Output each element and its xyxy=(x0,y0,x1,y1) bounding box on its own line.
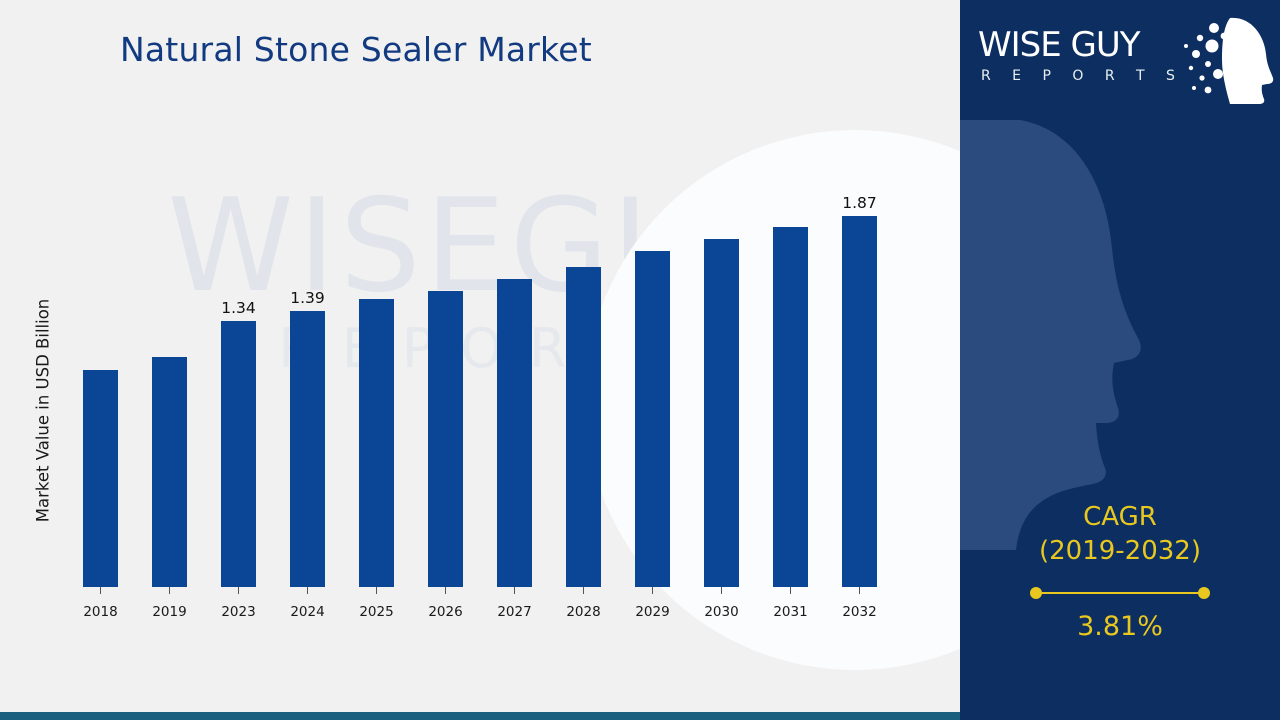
bar-group: 2029 xyxy=(618,150,687,620)
x-tick-label-2030: 2030 xyxy=(704,604,739,620)
page-title: Natural Stone Sealer Market xyxy=(120,30,592,69)
bar-group: 1.34 2023 xyxy=(204,150,273,620)
y-axis-label-text: Market Value in USD Billion xyxy=(33,298,53,522)
bar-2031 xyxy=(773,227,808,587)
logo-subtitle: R E P O R T S xyxy=(981,68,1184,84)
bar-2027 xyxy=(497,279,532,587)
x-tick-label-2018: 2018 xyxy=(83,604,118,620)
x-tick-label-2029: 2029 xyxy=(635,604,670,620)
bar-group: 1.39 2024 xyxy=(273,150,342,620)
bar-2029 xyxy=(635,251,670,587)
x-tick-label-2025: 2025 xyxy=(359,604,394,620)
bar-2019 xyxy=(152,357,187,587)
bar-2023 xyxy=(221,321,256,587)
x-tick-label-2027: 2027 xyxy=(497,604,532,620)
bar-2024 xyxy=(290,311,325,587)
bar-2025 xyxy=(359,299,394,587)
bar-group: 2026 xyxy=(411,150,480,620)
cagr-period: (2019-2032) xyxy=(1038,536,1201,567)
side-panel: WISE GUY R E P O R T S CAGR (2019-2032) … xyxy=(960,0,1280,720)
bar-value-label-2023: 1.34 xyxy=(221,299,256,317)
x-tick xyxy=(790,587,791,594)
divider-line xyxy=(1035,591,1205,594)
bar-group: 2025 xyxy=(342,150,411,620)
corner-wedge xyxy=(960,668,1030,720)
x-tick xyxy=(652,587,653,594)
x-tick xyxy=(238,587,239,594)
chart-panel: WISEGUY REPORTS Natural Stone Sealer Mar… xyxy=(28,30,960,670)
x-tick xyxy=(100,587,101,594)
x-tick-label-2028: 2028 xyxy=(566,604,601,620)
cagr-divider xyxy=(1030,586,1210,599)
x-tick-label-2023: 2023 xyxy=(221,604,256,620)
bar-2028 xyxy=(566,267,601,587)
x-tick xyxy=(721,587,722,594)
face-silhouette-icon xyxy=(960,120,1141,550)
x-tick xyxy=(859,587,860,594)
x-tick xyxy=(445,587,446,594)
x-tick xyxy=(307,587,308,594)
x-tick-label-2026: 2026 xyxy=(428,604,463,620)
x-tick xyxy=(583,587,584,594)
x-tick-label-2019: 2019 xyxy=(152,604,187,620)
x-tick-label-2032: 2032 xyxy=(842,604,877,620)
bar-2032 xyxy=(842,216,877,587)
cagr-value: 3.81% xyxy=(1077,610,1163,642)
bar-group: 2028 xyxy=(549,150,618,620)
logo-head-icon xyxy=(1184,17,1274,104)
bar-group: 2031 xyxy=(756,150,825,620)
brand-logo: WISE GUY R E P O R T S xyxy=(978,17,1274,104)
cagr-title: CAGR xyxy=(1083,502,1157,532)
bar-value-label-2024: 1.39 xyxy=(290,289,325,307)
bar-group: 2027 xyxy=(480,150,549,620)
bar-2030 xyxy=(704,239,739,587)
cagr-block: CAGR (2019-2032) 3.81% xyxy=(960,500,1280,643)
bottom-accent-strip xyxy=(0,712,960,720)
x-tick xyxy=(514,587,515,594)
x-tick xyxy=(376,587,377,594)
bar-value-label-2032: 1.87 xyxy=(842,194,877,212)
bar-group: 2019 xyxy=(135,150,204,620)
bar-2018 xyxy=(83,370,118,587)
bar-group: 2030 xyxy=(687,150,756,620)
x-tick xyxy=(169,587,170,594)
x-tick-label-2024: 2024 xyxy=(290,604,325,620)
bar-group: 1.87 2032 xyxy=(825,150,894,620)
divider-dot-right xyxy=(1198,586,1210,599)
y-axis-label: Market Value in USD Billion xyxy=(28,235,58,585)
plot-area: 2018 2019 1.34 2023 1.39 2024 2025 2026 2027 2028… xyxy=(66,150,896,620)
bar-group: 2018 xyxy=(66,150,135,620)
x-tick-label-2031: 2031 xyxy=(773,604,808,620)
bar-2026 xyxy=(428,291,463,587)
logo-wordmark: WISE GUY xyxy=(978,25,1141,65)
